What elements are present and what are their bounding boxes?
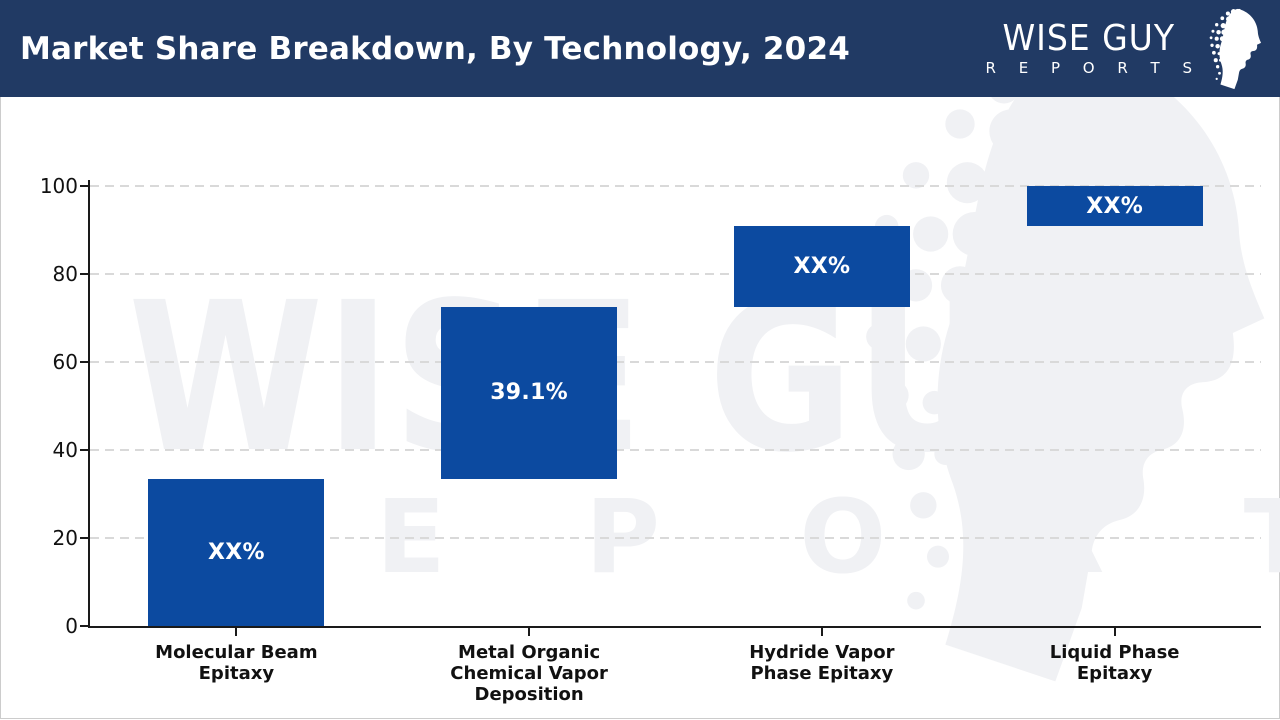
y-tick-label: 100 — [39, 174, 78, 198]
y-tick-label: 60 — [52, 350, 78, 374]
x-category-label: Molecular Beam Epitaxy — [155, 642, 318, 684]
bar: XX% — [148, 478, 325, 626]
y-axis-tick — [80, 185, 90, 187]
bar-value-label: XX% — [793, 253, 851, 279]
bar-value-label: XX% — [1086, 193, 1144, 219]
grid-line — [90, 449, 1261, 451]
y-axis-tick — [80, 625, 90, 627]
x-axis-line — [88, 626, 1261, 628]
x-category-label: Metal Organic Chemical Vapor Deposition — [450, 642, 608, 705]
bar-value-label: XX% — [207, 539, 265, 565]
y-tick-label: 80 — [52, 262, 78, 286]
y-tick-label: 40 — [52, 438, 78, 462]
bar: XX% — [1026, 186, 1203, 227]
grid-line — [90, 537, 1261, 539]
x-category-label: Liquid Phase Epitaxy — [1049, 642, 1180, 684]
x-axis-tick — [820, 628, 823, 636]
y-axis-tick — [80, 361, 90, 363]
header-bar: Market Share Breakdown, By Technology, 2… — [0, 0, 1280, 97]
y-tick-label: 0 — [65, 614, 78, 638]
y-axis-tick — [80, 449, 90, 451]
wise-guy-logo: WISE GUY R E P O R T S — [977, 7, 1262, 91]
logo-text: WISE GUY R E P O R T S — [977, 18, 1201, 78]
logo-wordmark: WISE GUY — [1002, 18, 1176, 59]
grid-line — [90, 273, 1261, 275]
bar: 39.1% — [441, 306, 618, 479]
y-axis-tick — [80, 273, 90, 275]
x-axis-tick — [235, 628, 238, 636]
logo-subtext: R E P O R T S — [985, 59, 1201, 77]
grid-line — [90, 185, 1261, 187]
x-axis-tick — [1113, 628, 1116, 636]
y-axis-line — [88, 180, 90, 628]
y-tick-label: 20 — [52, 526, 78, 550]
x-category-label: Hydride Vapor Phase Epitaxy — [749, 642, 895, 684]
page-title: Market Share Breakdown, By Technology, 2… — [20, 30, 850, 67]
x-axis-tick — [528, 628, 531, 636]
grid-line — [90, 361, 1261, 363]
wise-guy-head-icon — [1205, 7, 1262, 91]
bar-value-label: 39.1% — [490, 380, 569, 406]
bar: XX% — [733, 226, 910, 307]
y-axis-tick — [80, 537, 90, 539]
